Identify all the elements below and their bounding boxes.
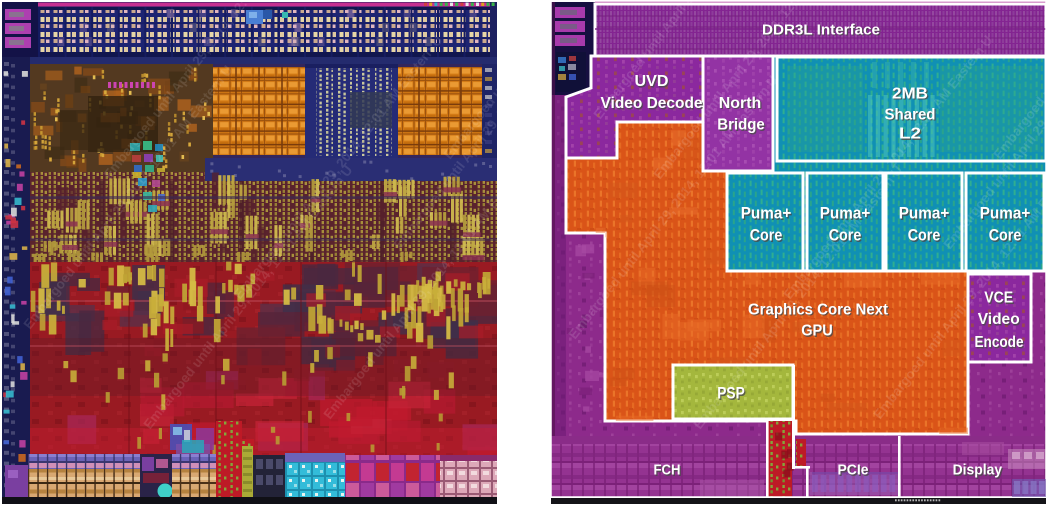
svg-text:FCH: FCH [655,464,682,480]
svg-text:Video: Video [979,312,1021,329]
svg-text:UVD: UVD [635,73,669,90]
svg-text:PCIe: PCIe [838,463,869,479]
svg-text:PCIe: PCIe [839,464,870,480]
svg-text:FCH: FCH [654,463,681,479]
svg-text:GPU: GPU [801,323,833,340]
svg-text:2MB: 2MB [893,87,929,104]
svg-text:2MB: 2MB [892,85,928,102]
svg-text:Core: Core [750,226,783,245]
svg-text:L2: L2 [899,126,921,143]
svg-text:Puma+: Puma+ [980,204,1031,223]
svg-text:Puma+: Puma+ [820,204,871,223]
svg-text:Shared: Shared [885,106,936,123]
svg-text:Puma+: Puma+ [981,205,1032,224]
svg-text:Core: Core [990,227,1023,246]
svg-text:Puma+: Puma+ [899,204,950,223]
svg-text:VCE: VCE [984,290,1013,307]
svg-text:Core: Core [989,226,1022,245]
svg-text:PSP: PSP [718,385,746,404]
svg-text:Core: Core [751,227,784,246]
svg-text:Video: Video [978,311,1020,328]
svg-text:Display: Display [954,464,1004,480]
svg-text:Graphics Core Next: Graphics Core Next [748,301,888,318]
svg-text:Core: Core [829,226,862,245]
svg-text:Encode: Encode [976,335,1025,352]
svg-text:Bridge: Bridge [717,117,765,134]
svg-text:North: North [720,96,763,113]
svg-text:PSP: PSP [717,384,745,403]
svg-text:L2: L2 [900,127,922,144]
svg-text:Video Decode: Video Decode [601,95,703,112]
svg-text:Core: Core [908,226,941,245]
svg-text:DDR3L Interface: DDR3L Interface [763,23,881,40]
svg-text:GPU: GPU [802,324,834,341]
svg-text:Puma+: Puma+ [742,205,793,224]
svg-text:Puma+: Puma+ [821,205,872,224]
svg-text:UVD: UVD [636,74,670,91]
svg-text:VCE: VCE [985,291,1014,308]
svg-text:DDR3L Interface: DDR3L Interface [762,21,880,38]
svg-text:Core: Core [830,227,863,246]
svg-text:Bridge: Bridge [718,118,766,135]
svg-text:North: North [719,95,762,112]
svg-text:Puma+: Puma+ [741,204,792,223]
svg-text:Core: Core [909,227,942,246]
svg-text:Shared: Shared [886,108,937,125]
svg-text:Encode: Encode [975,334,1024,351]
svg-text:Graphics Core Next: Graphics Core Next [749,303,889,320]
svg-text:Video Decode: Video Decode [602,97,704,114]
svg-text:Puma+: Puma+ [900,205,951,224]
svg-text:Display: Display [953,463,1003,479]
